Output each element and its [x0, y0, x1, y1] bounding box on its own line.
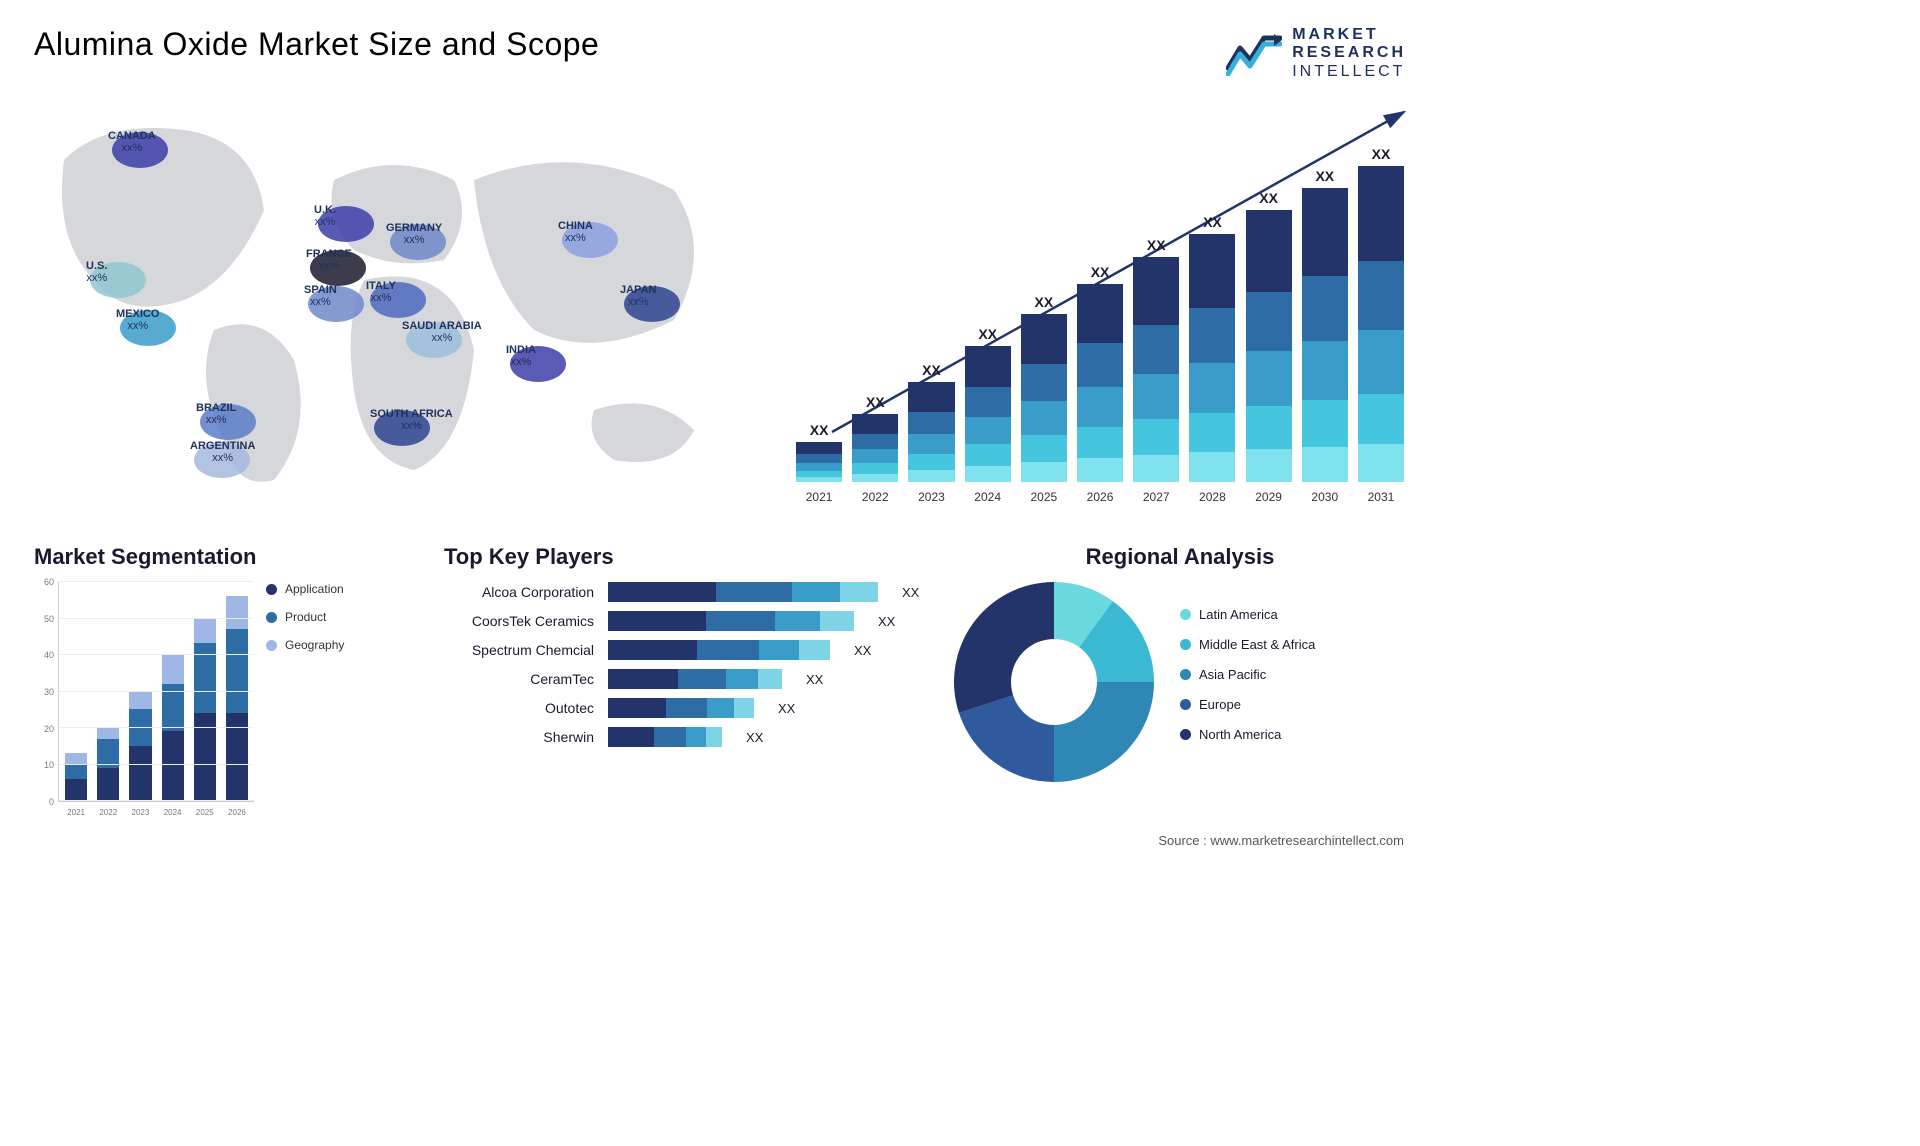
regional-donut [954, 582, 1154, 782]
key-players-panel: Top Key Players Alcoa CorporationXX Coors… [444, 544, 924, 824]
map-label-india: INDIAxx% [506, 344, 536, 368]
kp-row-ceramtec: CeramTecXX [444, 669, 924, 689]
seg-bar-2023: 2023 [129, 691, 151, 801]
kp-row-spectrum-chemcial: Spectrum ChemcialXX [444, 640, 924, 660]
regional-legend: Latin America Middle East & Africa Asia Pa… [1180, 607, 1315, 757]
world-map: CANADAxx% U.S.xx% MEXICOxx% BRAZILxx% ARGENT… [34, 100, 734, 510]
region-legend-europe: Europe [1180, 697, 1315, 712]
page-title: Alumina Oxide Market Size and Scope [34, 26, 599, 63]
logo-icon [1226, 32, 1282, 76]
kp-row-alcoa-corporation: Alcoa CorporationXX [444, 582, 924, 602]
map-label-china: CHINAxx% [558, 220, 593, 244]
region-legend-north-america: North America [1180, 727, 1315, 742]
growth-bar-2029: XX2029 [1244, 190, 1294, 482]
map-label-brazil: BRAZILxx% [196, 402, 236, 426]
region-legend-asia-pacific: Asia Pacific [1180, 667, 1315, 682]
regional-panel: Regional Analysis Latin America Middle Ea… [954, 544, 1406, 824]
growth-chart: XX2021XX2022XX2023XX2024XX2025XX2026XX20… [764, 100, 1406, 510]
map-label-germany: GERMANYxx% [386, 222, 442, 246]
growth-bar-2026: XX2026 [1075, 264, 1125, 482]
region-legend-latin-america: Latin America [1180, 607, 1315, 622]
map-label-saudi-arabia: SAUDI ARABIAxx% [402, 320, 482, 344]
map-label-u-k-: U.K.xx% [314, 204, 336, 228]
seg-legend-application: Application [266, 582, 344, 596]
logo-line2: RESEARCH [1292, 44, 1406, 61]
growth-bar-2022: XX2022 [850, 394, 900, 482]
growth-bar-2028: XX2028 [1187, 214, 1237, 482]
map-label-u-s-: U.S.xx% [86, 260, 107, 284]
kp-row-sherwin: SherwinXX [444, 727, 924, 747]
seg-legend-product: Product [266, 610, 344, 624]
key-players-title: Top Key Players [444, 544, 924, 570]
segmentation-panel: Market Segmentation 0102030405060 202120… [34, 544, 414, 824]
kp-row-outotec: OutotecXX [444, 698, 924, 718]
logo-line3: INTELLECT [1292, 63, 1406, 81]
logo-line1: MARKET [1292, 26, 1378, 43]
map-label-japan: JAPANxx% [620, 284, 656, 308]
brand-logo: MARKET RESEARCH INTELLECT [1226, 26, 1406, 81]
map-label-mexico: MEXICOxx% [116, 308, 159, 332]
growth-bar-2021: XX2021 [794, 422, 844, 482]
growth-bar-2027: XX2027 [1131, 237, 1181, 482]
segmentation-legend: Application Product Geography [266, 582, 344, 802]
growth-bar-2025: XX2025 [1019, 294, 1069, 482]
region-legend-middle-east-africa: Middle East & Africa [1180, 637, 1315, 652]
map-label-spain: SPAINxx% [304, 284, 337, 308]
growth-bar-2023: XX2023 [906, 362, 956, 482]
segmentation-title: Market Segmentation [34, 544, 414, 570]
kp-row-coorstek-ceramics: CoorsTek CeramicsXX [444, 611, 924, 631]
seg-bar-2026: 2026 [226, 596, 248, 801]
map-label-canada: CANADAxx% [108, 130, 156, 154]
map-label-italy: ITALYxx% [366, 280, 396, 304]
regional-title: Regional Analysis [954, 544, 1406, 570]
key-players-chart: Alcoa CorporationXX CoorsTek CeramicsXX Sp… [444, 582, 924, 747]
seg-bar-2025: 2025 [194, 618, 216, 801]
map-label-argentina: ARGENTINAxx% [190, 440, 255, 464]
segmentation-chart: 0102030405060 202120222023202420252026 [34, 582, 254, 802]
seg-legend-geography: Geography [266, 638, 344, 652]
map-label-france: FRANCExx% [306, 248, 352, 272]
growth-bar-2031: XX2031 [1356, 146, 1406, 482]
growth-bar-2024: XX2024 [963, 326, 1013, 482]
map-label-south-africa: SOUTH AFRICAxx% [370, 408, 453, 432]
source-attribution: Source : www.marketresearchintellect.com [1158, 833, 1404, 848]
growth-bar-2030: XX2030 [1300, 168, 1350, 482]
seg-bar-2021: 2021 [65, 753, 87, 801]
